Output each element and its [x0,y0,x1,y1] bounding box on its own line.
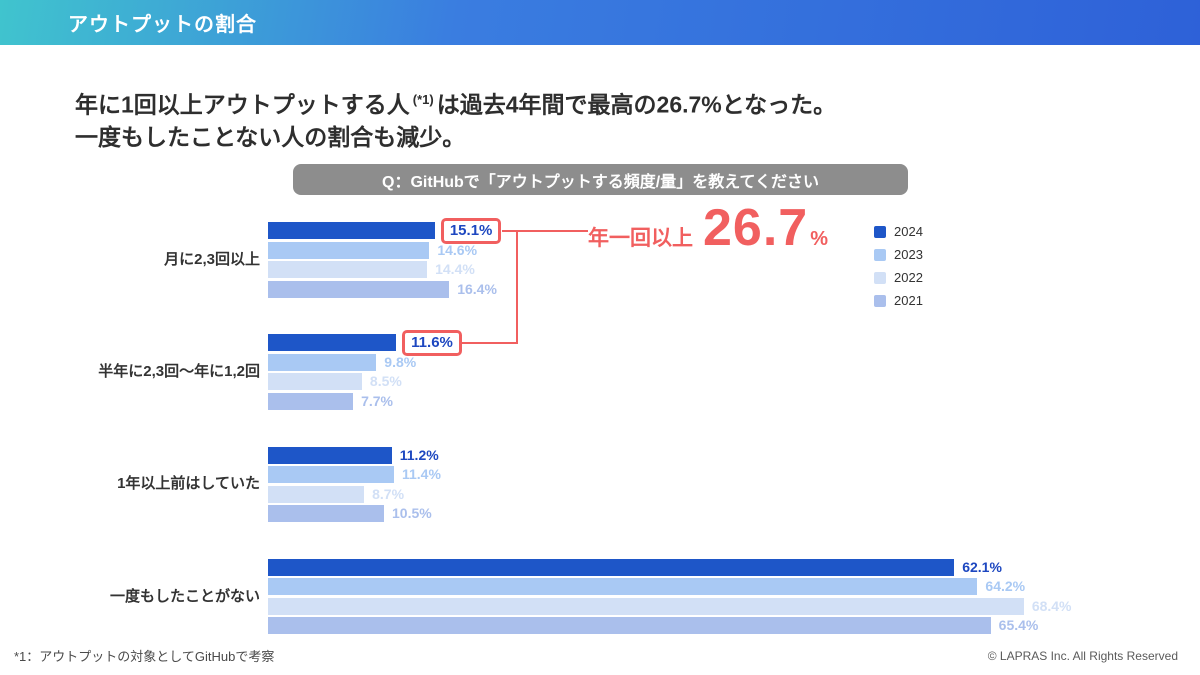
legend-item-2021: 2021 [874,289,923,312]
annotation-value: 26.7 [703,199,809,257]
highlighted-value-box: 15.1% [440,217,502,244]
bar-value-label: 9.8% [384,353,417,370]
connector-line-bottom [462,342,518,344]
bar-2024 [268,334,397,352]
legend-label: 2021 [894,293,923,308]
category-label: 半年に2,3回〜年に1,2回 [98,363,260,381]
highlighted-value-box: 11.6% [402,329,462,356]
footnote: *1：アウトプットの対象としてGitHubで考察 [14,649,275,664]
bar-value-label: 7.7% [361,392,393,409]
total-annotation: 年一回以上 26.7 % [588,202,828,254]
legend-swatch [874,225,886,238]
bar-2021 [268,280,450,298]
question-label: Q：GitHubで「アウトプットする頻度/量」を教えてください [382,173,819,191]
footnote-marker: (*1) [412,92,434,107]
bar-2024 [268,558,955,576]
bar-value-label: 10.5% [392,505,432,522]
bar-2024 [268,446,392,464]
bar-2023 [268,578,978,596]
legend-swatch [874,271,886,284]
heading-line-1: 年に1回以上アウトプットする人 (*1) は過去4年間で最高の26.7%となった。 [75,91,837,118]
legend-item-2022: 2022 [874,266,923,289]
page-title: アウトプットの割合 [68,14,257,36]
bar-2021 [268,392,354,410]
annotation-unit: % [810,228,829,250]
heading-line-2: 一度もしたことない人の割合も減少。 [75,123,466,150]
category-label: 月に2,3回以上 [164,250,260,268]
connector-line-vertical [516,230,518,344]
bar-2022 [268,485,365,503]
bar-2024 [268,222,435,239]
bar-2023 [268,241,430,259]
legend-item-2023: 2023 [874,243,923,266]
legend-label: 2023 [894,247,923,262]
bar-2022 [268,597,1024,615]
connector-line-top [502,230,588,232]
bar-value-label: 14.4% [435,261,475,277]
chart-legend: 2024 2023 2022 2021 [874,220,923,312]
legend-label: 2024 [894,224,923,239]
bar-value-label: 68.4% [1031,597,1072,614]
bar-2021 [268,505,385,523]
bar-2021 [268,617,991,635]
bar-2023 [268,466,394,484]
copyright: © LAPRAS Inc. All Rights Reserved [987,649,1178,663]
category-label: 一度もしたことがない [109,587,260,605]
bar-2022 [268,373,362,391]
legend-swatch [874,248,886,261]
category-label: 1年以上前はしていた [117,475,260,493]
bar-value-label: 8.5% [369,373,402,390]
legend-label: 2022 [894,270,923,285]
bar-value-label: 16.4% [457,280,497,297]
slide-heading: 年に1回以上アウトプットする人 (*1) は過去4年間で最高の26.7%となった。 … [75,84,836,153]
bar-value-label: 11.4% [401,466,441,483]
legend-item-2024: 2024 [874,220,923,243]
bar-value-label: 11.2% [399,446,439,463]
bar-value-label: 62.1% [962,558,1002,575]
bar-2022 [268,261,428,278]
annotation-label: 年一回以上 [588,227,693,250]
bar-value-label: 65.4% [998,617,1039,634]
slide-header-bar: アウトプットの割合 [0,0,1200,45]
bar-value-label: 8.7% [372,485,405,502]
legend-swatch [874,294,886,307]
bar-value-label: 14.6% [437,241,478,258]
bar-value-label: 64.2% [985,578,1026,595]
bar-2023 [268,353,377,371]
question-badge: Q：GitHubで「アウトプットする頻度/量」を教えてください [293,164,908,195]
